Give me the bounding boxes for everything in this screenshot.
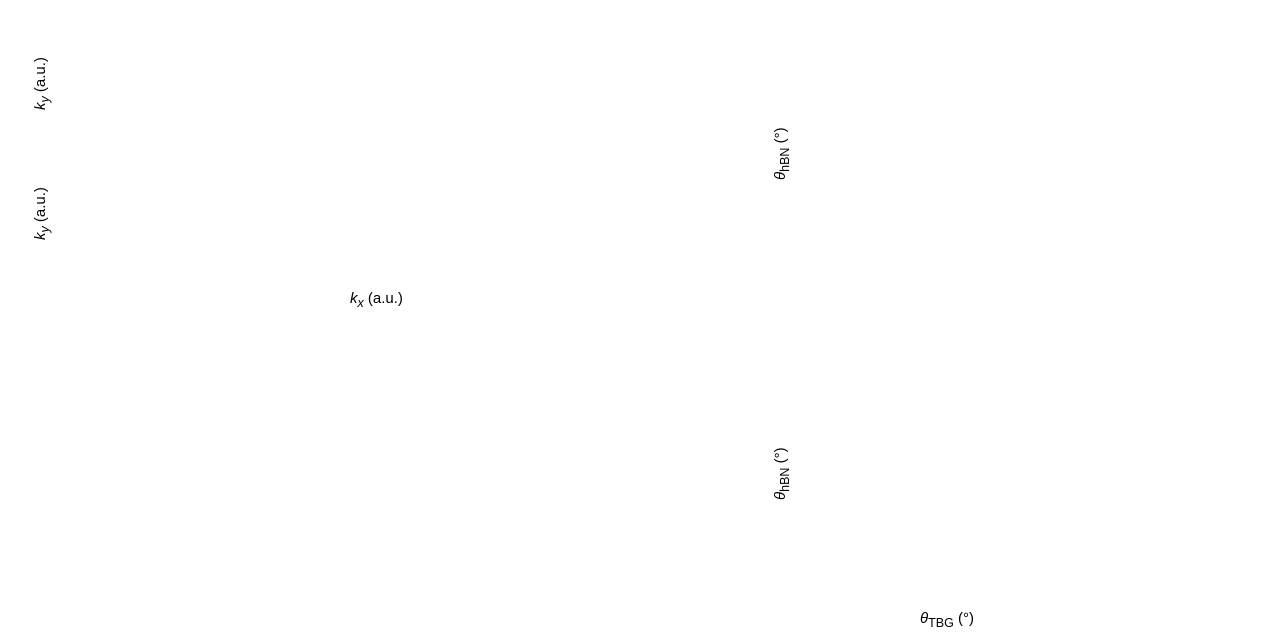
panel-b-ylabel: ky (a.u.) <box>32 187 49 240</box>
panel-e-svg <box>55 365 815 605</box>
colorbar-svg <box>1130 18 1210 308</box>
panel-a-ylabel: ky (a.u.) <box>32 57 49 110</box>
panel-c-svg <box>800 20 1130 295</box>
panel-ab-svg <box>55 20 715 300</box>
panel-d-svg <box>800 340 1130 640</box>
panel-c-ylabel: θhBN (°) <box>772 127 789 180</box>
panel-ab-xlabel: kx (a.u.) <box>350 290 403 307</box>
figure-root: ky (a.u.) ky (a.u.) kx (a.u.) θhBN (°) θ… <box>0 0 1269 640</box>
panel-d-xlabel: θTBG (°) <box>920 610 974 627</box>
